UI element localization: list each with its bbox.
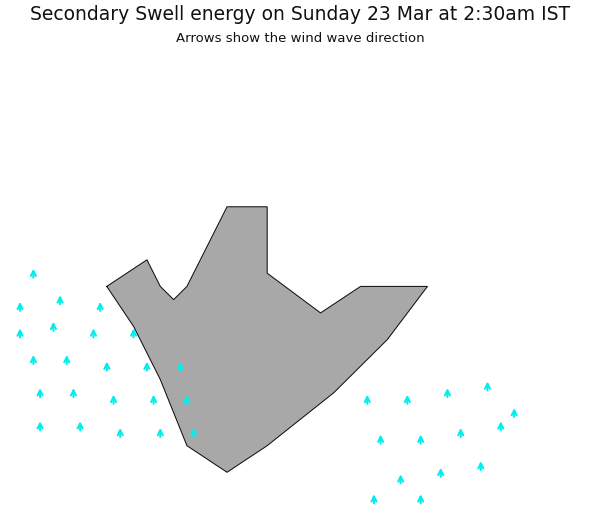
Text: Arrows show the wind wave direction: Arrows show the wind wave direction xyxy=(176,32,425,45)
Polygon shape xyxy=(107,207,427,472)
Text: Secondary Swell energy on Sunday 23 Mar at 2:30am IST: Secondary Swell energy on Sunday 23 Mar … xyxy=(31,5,570,24)
